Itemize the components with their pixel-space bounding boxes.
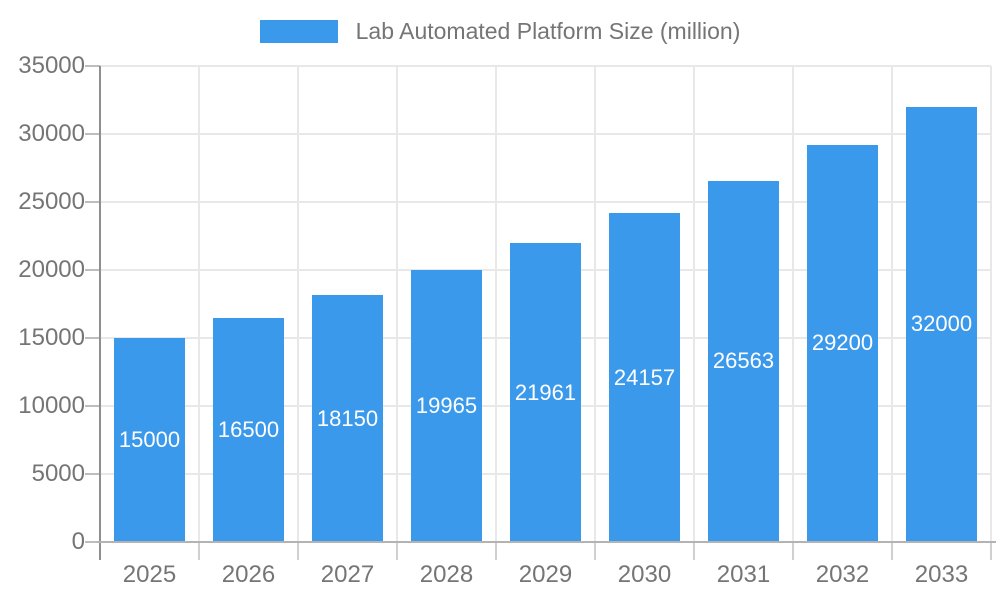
bar-value-label: 19965 [415,393,478,419]
bar-value-label: 18150 [316,405,379,431]
y-tick [85,473,100,475]
bar: 18150 [312,295,383,542]
y-axis-tick-label: 30000 [18,120,85,147]
y-tick [85,65,100,67]
legend-label: Lab Automated Platform Size (million) [355,18,741,44]
y-gridline [100,133,991,135]
bar: 21961 [510,243,581,542]
y-axis-tick-label: 10000 [18,392,85,419]
x-gridline [396,66,398,542]
y-tick [85,133,100,135]
x-gridline [693,66,695,542]
x-tick [297,542,299,560]
x-axis-line [97,541,996,543]
y-axis-tick-label: 5000 [31,460,85,487]
x-axis-tick-label: 2029 [518,561,573,588]
bar: 26563 [708,180,779,542]
bar: 32000 [906,106,977,542]
y-tick [85,201,100,203]
x-axis-tick-label: 2026 [221,561,276,588]
bar: 16500 [213,317,284,542]
x-tick [693,542,695,560]
x-gridline [792,66,794,542]
x-axis-tick-label: 2028 [419,561,474,588]
bar-value-label: 29200 [811,330,874,356]
x-axis-tick-label: 2027 [320,561,375,588]
x-gridline [198,66,200,542]
y-tick [85,405,100,407]
y-gridline [100,65,991,67]
y-tick [85,541,100,543]
bar-value-label: 26563 [712,348,775,374]
bar-value-label: 16500 [217,416,280,442]
bar-value-label: 32000 [910,311,973,337]
x-gridline [297,66,299,542]
y-axis-tick-label: 25000 [18,188,85,215]
bar: 19965 [411,270,482,542]
x-gridline [594,66,596,542]
legend-swatch [259,20,338,43]
x-tick [396,542,398,560]
y-gridline [100,201,991,203]
y-axis-tick-label: 15000 [18,324,85,351]
bar: 24157 [609,213,680,542]
y-axis-tick-label: 0 [71,528,85,555]
x-tick [891,542,893,560]
x-gridline [990,66,992,542]
y-tick [85,337,100,339]
legend: Lab Automated Platform Size (million) [0,18,1000,45]
x-tick [198,542,200,560]
x-tick [792,542,794,560]
y-axis-tick-label: 35000 [18,52,85,79]
x-axis-tick-label: 2030 [617,561,672,588]
bar: 15000 [114,338,185,542]
x-tick [990,542,992,560]
y-axis-tick-label: 20000 [18,256,85,283]
x-gridline [495,66,497,542]
x-axis-tick-label: 2031 [716,561,771,588]
x-tick [594,542,596,560]
x-axis-tick-label: 2032 [815,561,870,588]
x-tick [495,542,497,560]
x-axis-tick-label: 2025 [122,561,177,588]
bar-value-label: 24157 [613,364,676,390]
y-axis-line [99,66,101,560]
x-axis-tick-label: 2033 [914,561,969,588]
y-tick [85,269,100,271]
bar: 29200 [807,144,878,542]
bar-value-label: 21961 [514,379,577,405]
x-gridline [891,66,893,542]
bar-value-label: 15000 [118,427,181,452]
